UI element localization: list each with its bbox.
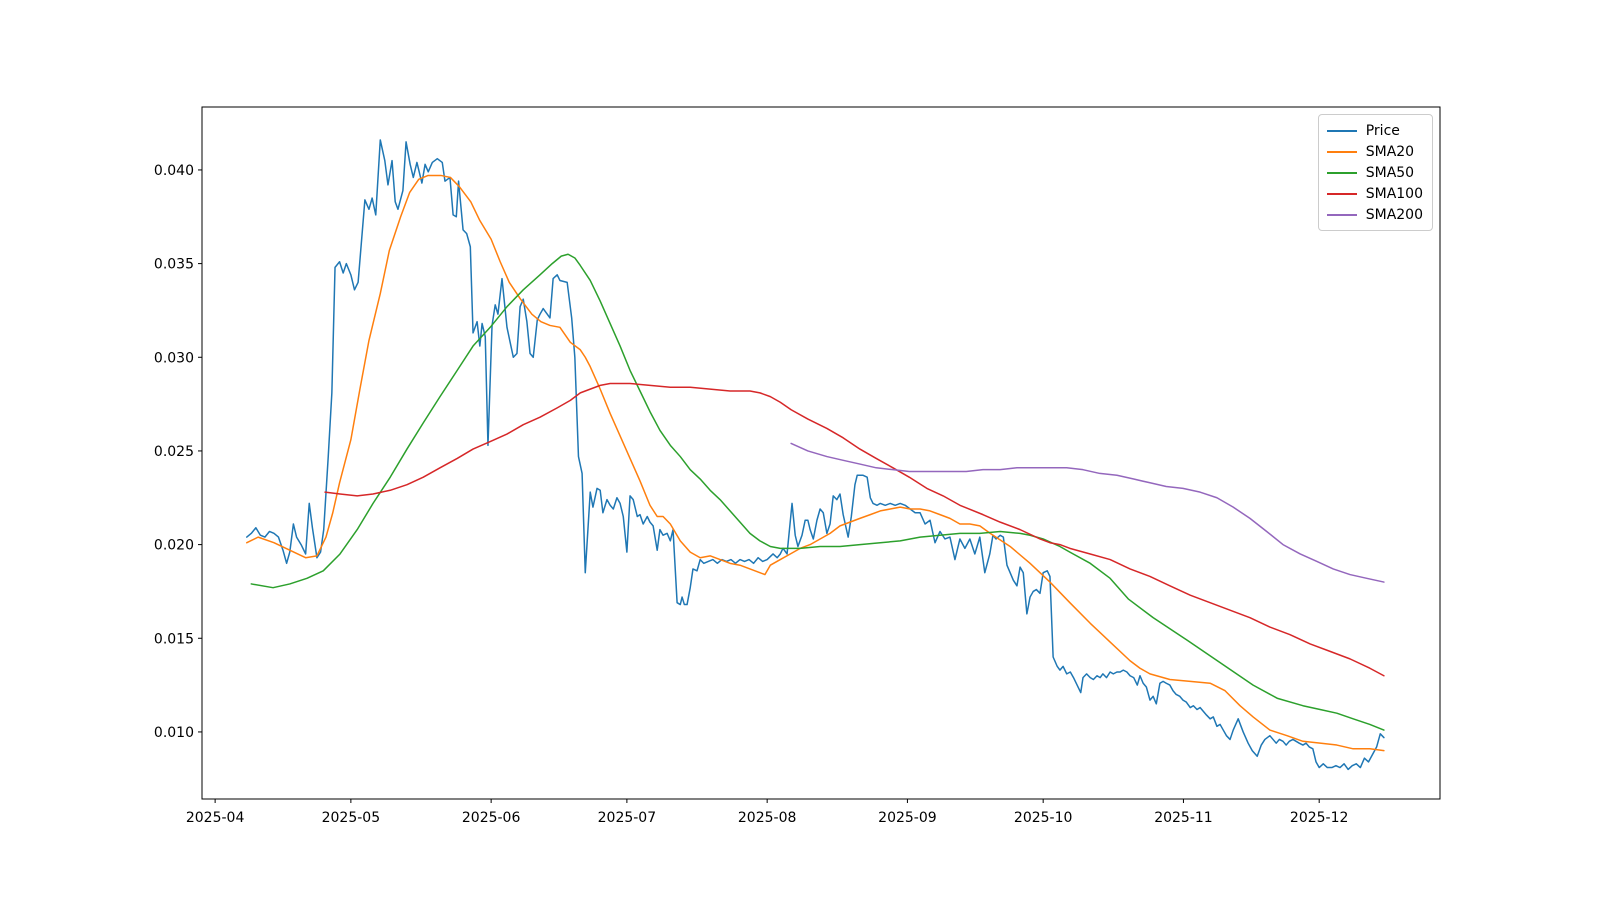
plot-border bbox=[201, 106, 1441, 800]
x-tick-label: 2025-06 bbox=[462, 810, 521, 826]
legend-item-sma200: SMA200 bbox=[1326, 204, 1423, 225]
x-tick-label: 2025-12 bbox=[1290, 810, 1349, 826]
legend-line-sample-sma20 bbox=[1326, 150, 1357, 153]
legend-line-sample-price bbox=[1326, 129, 1357, 132]
legend-label: SMA20 bbox=[1365, 143, 1415, 160]
x-tick-label: 2025-07 bbox=[598, 810, 657, 826]
legend-line-sample-sma200 bbox=[1326, 213, 1357, 216]
sma200-line bbox=[790, 442, 1385, 583]
legend-label: Price bbox=[1365, 122, 1400, 139]
sma50-line bbox=[250, 253, 1385, 731]
legend-label: SMA200 bbox=[1365, 206, 1423, 223]
sma20-line bbox=[246, 174, 1385, 752]
legend-item-price: Price bbox=[1326, 120, 1423, 141]
x-tick-label: 2025-09 bbox=[878, 810, 937, 826]
legend-line-sample-sma100 bbox=[1326, 192, 1357, 195]
legend-item-sma50: SMA50 bbox=[1326, 162, 1423, 183]
x-tick-label: 2025-10 bbox=[1014, 810, 1073, 826]
legend-label: SMA50 bbox=[1365, 164, 1415, 181]
sma100-line bbox=[324, 382, 1385, 677]
price-line bbox=[246, 139, 1385, 771]
x-tick-label: 2025-04 bbox=[186, 810, 245, 826]
y-tick-label: 0.020 bbox=[154, 538, 194, 554]
legend-item-sma100: SMA100 bbox=[1326, 183, 1423, 204]
legend-line-sample-sma50 bbox=[1326, 171, 1357, 174]
x-tick-label: 2025-11 bbox=[1154, 810, 1213, 826]
y-tick-label: 0.025 bbox=[154, 444, 194, 460]
y-tick-label: 0.040 bbox=[154, 163, 194, 179]
legend-item-sma20: SMA20 bbox=[1326, 141, 1423, 162]
x-tick-label: 2025-05 bbox=[322, 810, 381, 826]
y-tick-label: 0.030 bbox=[154, 350, 194, 366]
legend: Price SMA20 SMA50 SMA100 SMA200 bbox=[1317, 114, 1433, 231]
x-tick-label: 2025-08 bbox=[738, 810, 797, 826]
legend-label: SMA100 bbox=[1365, 185, 1423, 202]
y-tick-label: 0.015 bbox=[154, 631, 194, 647]
y-tick-label: 0.010 bbox=[154, 725, 194, 741]
y-tick-label: 0.035 bbox=[154, 257, 194, 273]
